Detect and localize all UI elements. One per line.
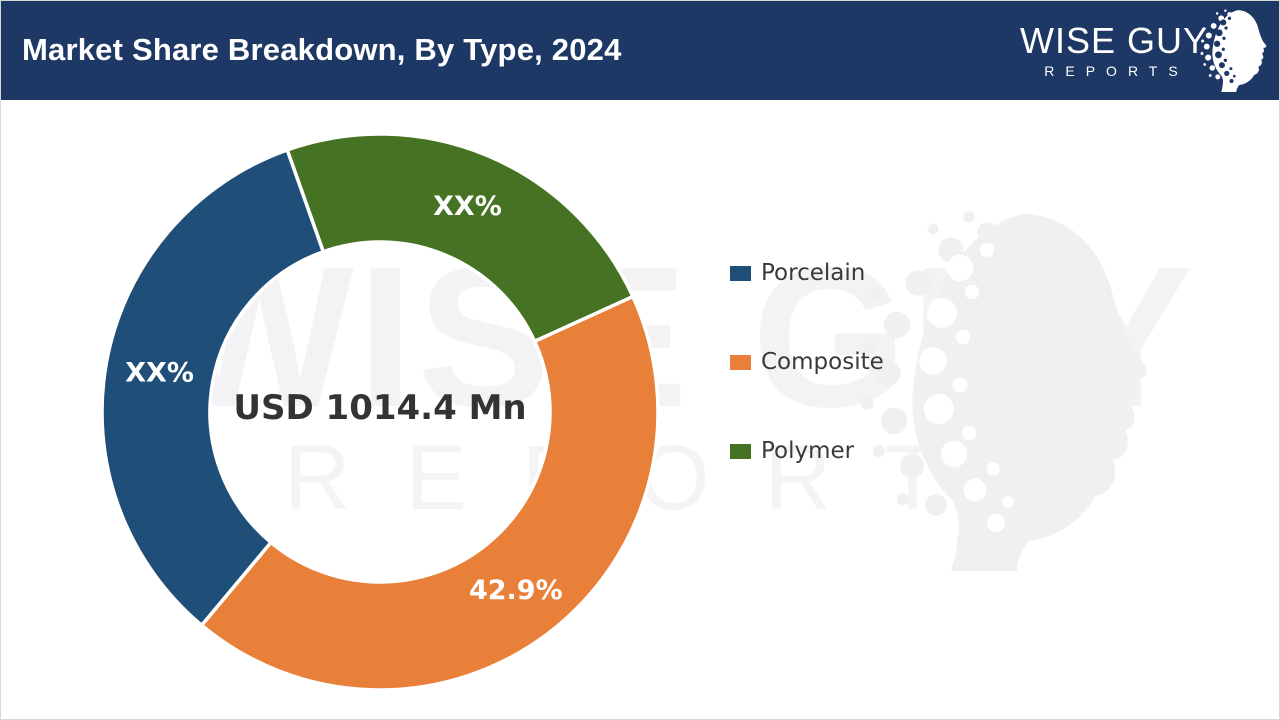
legend-label-composite: Composite bbox=[761, 348, 884, 375]
slice-label-composite: 42.9% bbox=[469, 575, 563, 606]
slice-porcelain bbox=[100, 148, 326, 628]
watermark-face-icon bbox=[860, 205, 1162, 571]
page-title: Market Share Breakdown, By Type, 2024 bbox=[22, 32, 622, 67]
legend-swatch-composite bbox=[730, 354, 751, 370]
chart-center-value: USD 1014.4 Mn bbox=[233, 388, 527, 428]
logo-sub-text: REPORTS bbox=[1044, 62, 1189, 79]
slice-polymer bbox=[285, 132, 635, 344]
legend-label-polymer: Polymer bbox=[761, 437, 855, 464]
donut-chart: XX% 42.9% XX% bbox=[100, 132, 660, 692]
legend-item-polymer: Polymer bbox=[730, 437, 884, 465]
slice-composite bbox=[199, 294, 660, 692]
legend-label-porcelain: Porcelain bbox=[761, 259, 866, 286]
logo-face-icon bbox=[1200, 8, 1270, 92]
legend-swatch-polymer bbox=[730, 443, 751, 459]
logo-brand-text: WISE GUY bbox=[1019, 19, 1208, 61]
legend-swatch-porcelain bbox=[730, 265, 751, 281]
wiseguy-logo: WISE GUY REPORTS bbox=[1020, 8, 1270, 92]
legend-item-porcelain: Porcelain bbox=[730, 259, 884, 287]
slice-label-porcelain: XX% bbox=[125, 357, 194, 388]
chart-legend: Porcelain Composite Polymer bbox=[730, 259, 884, 526]
logo-text-block: WISE GUY REPORTS bbox=[1019, 19, 1208, 79]
header-bar: Market Share Breakdown, By Type, 2024 WI… bbox=[0, 0, 1280, 100]
slice-label-polymer: XX% bbox=[433, 191, 502, 222]
legend-item-composite: Composite bbox=[730, 348, 884, 376]
